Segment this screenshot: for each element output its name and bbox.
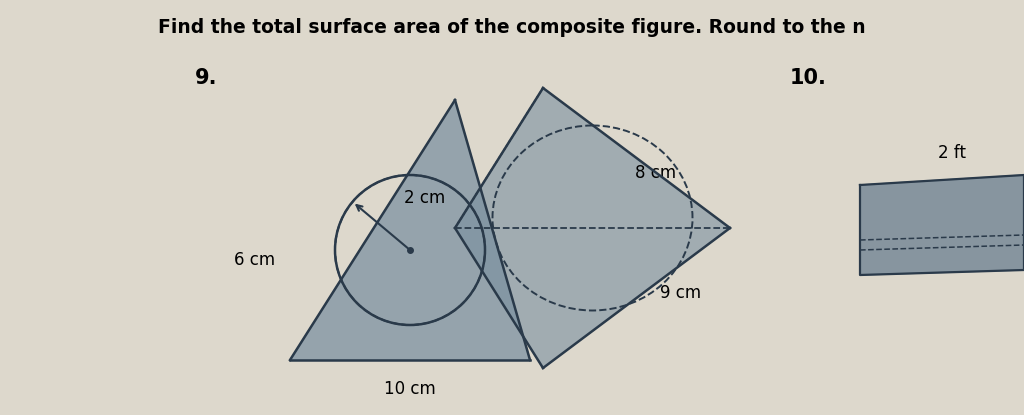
Polygon shape <box>455 88 730 368</box>
Text: 2 ft: 2 ft <box>938 144 966 162</box>
Text: 6 cm: 6 cm <box>233 251 275 269</box>
Text: 10.: 10. <box>790 68 826 88</box>
Text: 8 cm: 8 cm <box>635 164 676 182</box>
Text: 9 cm: 9 cm <box>660 284 701 302</box>
Polygon shape <box>860 175 1024 275</box>
Text: 9.: 9. <box>195 68 217 88</box>
Text: Find the total surface area of the composite figure. Round to the n: Find the total surface area of the compo… <box>158 18 866 37</box>
Text: 2 cm: 2 cm <box>403 189 445 207</box>
Polygon shape <box>290 100 530 360</box>
Text: 10 cm: 10 cm <box>384 380 436 398</box>
